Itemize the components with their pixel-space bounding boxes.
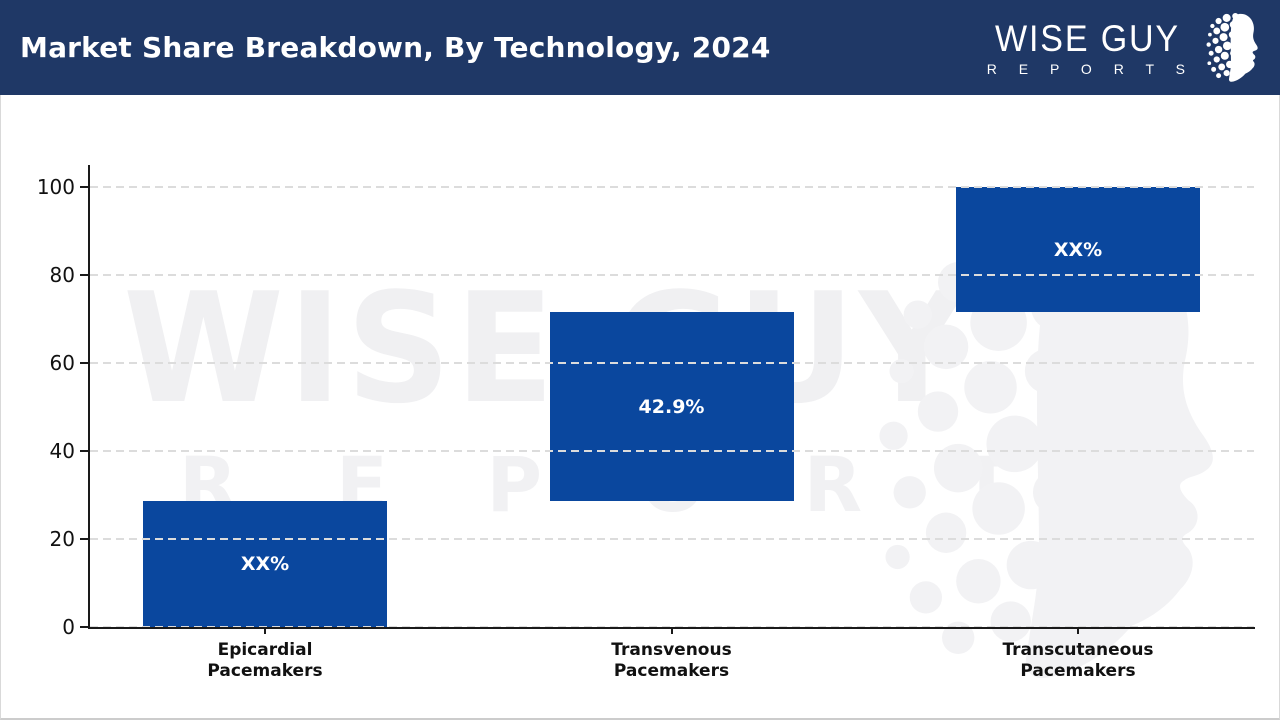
- x-axis-line: [88, 627, 1255, 629]
- bar-value-label: XX%: [240, 553, 290, 576]
- y-gridline: [90, 362, 1254, 364]
- x-tick-mark: [1077, 629, 1079, 634]
- logo-subtitle: R E P O R T S: [986, 60, 1194, 77]
- bar-value-label: XX%: [1053, 238, 1103, 261]
- x-category-label-line: Pacemakers: [1020, 661, 1136, 681]
- logo-text: WISE GUY R E P O R T S: [981, 20, 1194, 76]
- header-bar: Market Share Breakdown, By Technology, 2…: [0, 0, 1280, 95]
- y-tick-mark: [80, 362, 88, 364]
- wise-guy-logo: WISE GUY R E P O R T S: [981, 11, 1262, 85]
- x-tick-mark: [264, 629, 266, 634]
- y-axis-line: [88, 165, 90, 629]
- y-tick-label: 100: [36, 175, 75, 199]
- x-category-label: Epicardial Pacemakers: [115, 640, 415, 682]
- x-category-label-line: Transcutaneous: [1002, 640, 1154, 660]
- x-tick-mark: [670, 629, 673, 634]
- bar: 42.9%: [549, 312, 794, 502]
- x-category-label-line: Pacemakers: [207, 661, 323, 681]
- y-tick-mark: [80, 186, 88, 188]
- y-tick-label: 80: [49, 263, 75, 287]
- page-title: Market Share Breakdown, By Technology, 2…: [20, 31, 771, 64]
- bar-value-label: 42.9%: [638, 395, 705, 418]
- x-category-label-line: Pacemakers: [613, 661, 730, 681]
- y-tick-label: 60: [49, 351, 75, 375]
- chart-area: WISE GUY R E P O R T S 020406080100XX%Ep…: [0, 95, 1280, 720]
- x-category-label-line: Transvenous: [611, 640, 732, 660]
- face-profile-icon: [1200, 11, 1262, 85]
- x-category-label-line: Epicardial: [217, 640, 313, 660]
- x-category-label: Transcutaneous Pacemakers: [928, 640, 1228, 682]
- y-tick-mark: [80, 538, 88, 540]
- y-gridline: [90, 538, 1254, 540]
- y-tick-mark: [80, 450, 88, 452]
- bar: XX%: [143, 501, 387, 627]
- y-tick-mark: [80, 274, 88, 276]
- y-tick-label: 0: [62, 615, 75, 639]
- y-tick-label: 20: [49, 527, 75, 551]
- logo-wordmark: WISE GUY: [994, 17, 1180, 59]
- y-tick-label: 40: [49, 439, 75, 463]
- y-tick-mark: [80, 626, 88, 628]
- plot: 0 20 40 60 80 100 XX% Epicardial Pacemakers 42.9%…: [1, 95, 1279, 718]
- y-gridline: [90, 450, 1254, 452]
- y-gridline: [90, 274, 1254, 276]
- watermark-wordmark: WISE GUY: [123, 260, 969, 437]
- x-category-label: Transvenous Pacemakers: [522, 640, 822, 682]
- bar: XX%: [956, 187, 1200, 313]
- y-gridline: [90, 186, 1254, 188]
